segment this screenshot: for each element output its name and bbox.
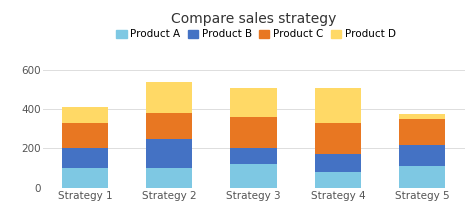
Bar (62, 168, 108, 188)
Bar (315, 172, 361, 188)
Bar (230, 164, 277, 188)
Bar (146, 168, 192, 188)
Bar (146, 113, 192, 139)
Bar (62, 149, 108, 168)
Bar (399, 114, 446, 119)
Title: Compare sales strategy: Compare sales strategy (171, 12, 336, 26)
Bar (315, 154, 361, 172)
Legend: Product A, Product B, Product C, Product D: Product A, Product B, Product C, Product… (112, 25, 400, 44)
Bar (62, 123, 108, 149)
Bar (315, 88, 361, 123)
Bar (399, 166, 446, 188)
Bar (230, 117, 277, 149)
Bar (399, 145, 446, 166)
Bar (315, 123, 361, 154)
Bar (62, 107, 108, 123)
Bar (230, 88, 277, 117)
Bar (230, 149, 277, 164)
Bar (146, 139, 192, 168)
Bar (399, 119, 446, 145)
Bar (146, 82, 192, 113)
